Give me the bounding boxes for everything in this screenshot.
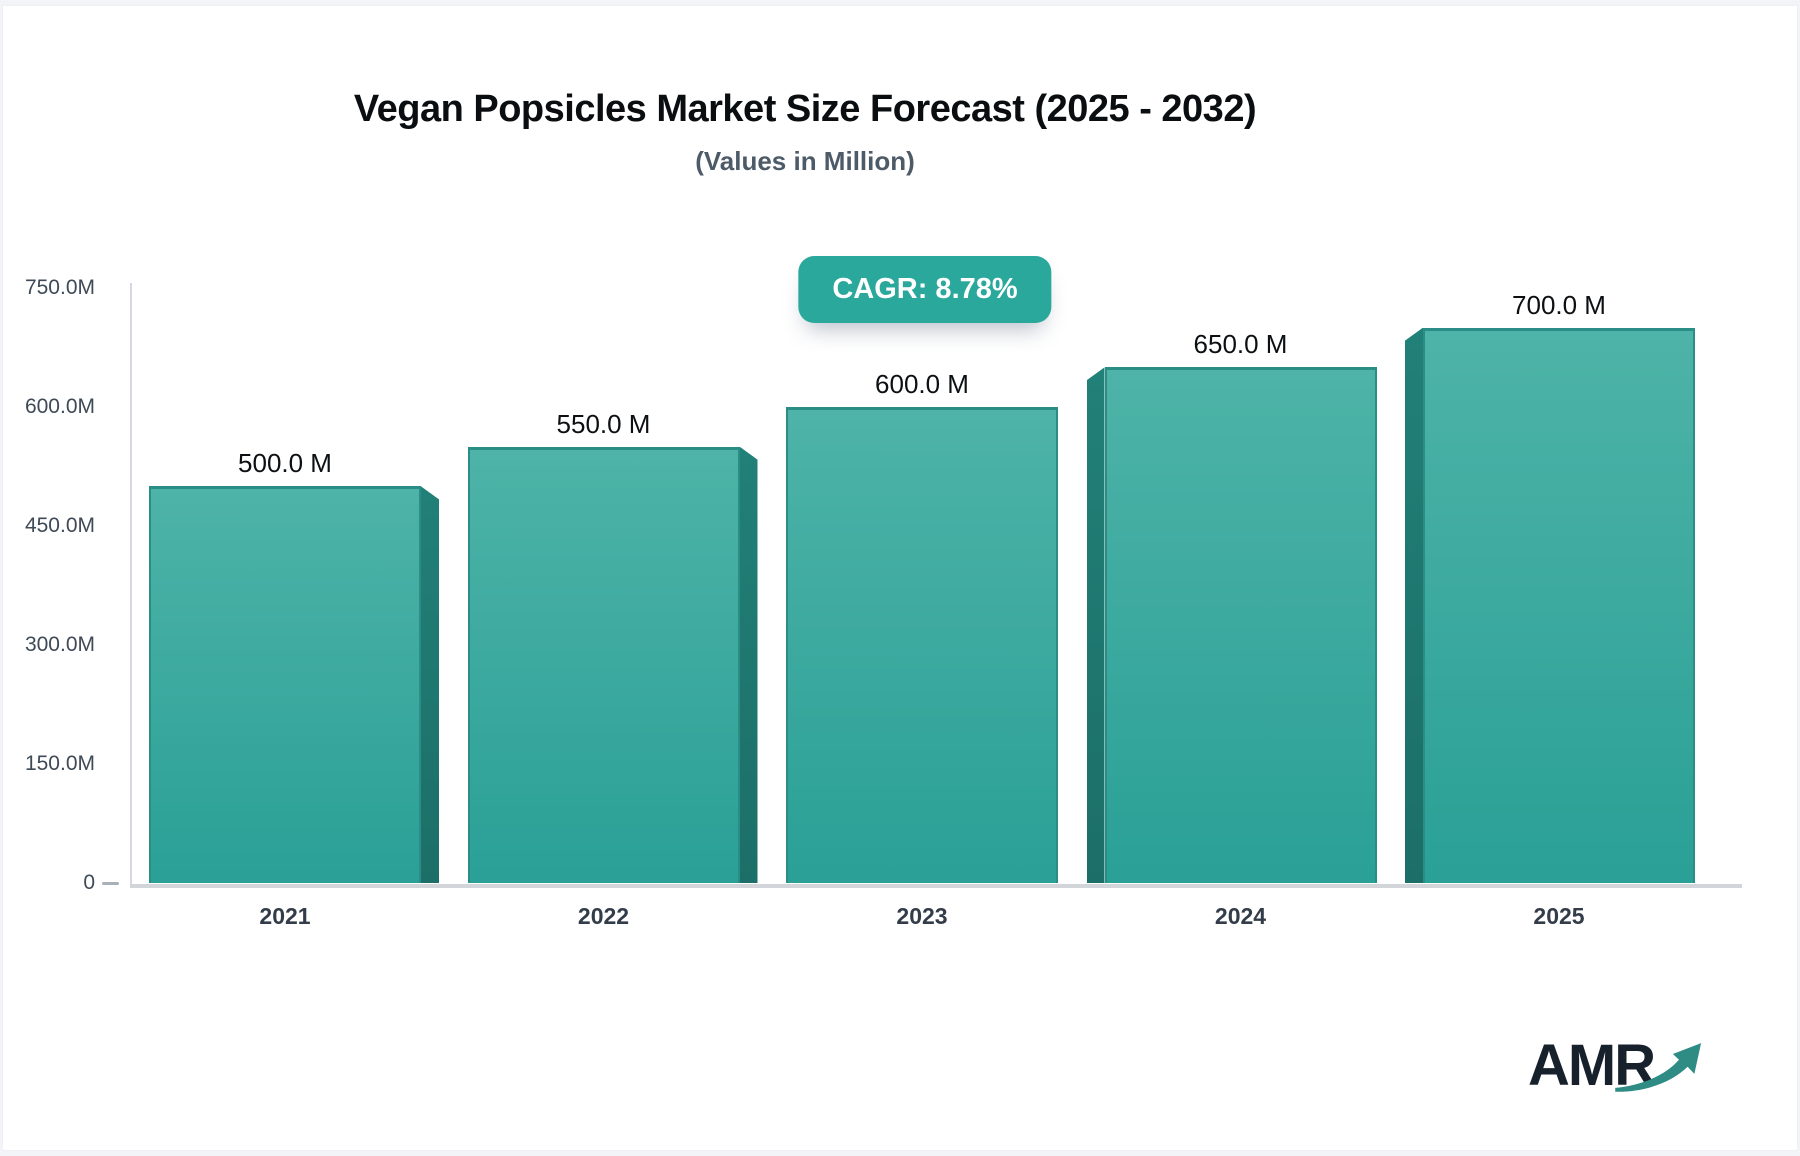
bar-side-face-2021 bbox=[421, 486, 439, 883]
x-tick-label: 2022 bbox=[577, 903, 630, 929]
y-axis-line bbox=[130, 283, 132, 888]
chart-title: Vegan Popsicles Market Size Forecast (20… bbox=[353, 88, 1257, 130]
y-tick-label: 600.0M bbox=[24, 395, 95, 418]
bar-value-label: 550.0 M bbox=[556, 408, 651, 439]
bar-value-label: 700.0 M bbox=[1512, 289, 1606, 320]
bar-2021[interactable] bbox=[149, 486, 421, 883]
y-tick-label: 450.0M bbox=[24, 514, 95, 537]
x-tick-label: 2023 bbox=[896, 903, 948, 929]
x-tick-label: 2024 bbox=[1214, 903, 1267, 929]
chart-subtitle: (Values in Million) bbox=[695, 146, 915, 176]
bar-side-face-2022 bbox=[739, 446, 758, 883]
bar-value-label: 600.0 M bbox=[875, 369, 969, 399]
amr-logo: AMR bbox=[1528, 1032, 1778, 1127]
cagr-badge: CAGR: 8.78% bbox=[798, 256, 1052, 323]
x-axis-line bbox=[130, 884, 1742, 888]
x-tick-label: 2021 bbox=[259, 903, 311, 929]
x-tick-label: 2025 bbox=[1533, 903, 1585, 929]
y-tick-label: 0 bbox=[83, 871, 95, 894]
bar-value-label: 500.0 M bbox=[238, 448, 332, 479]
bar-2024[interactable] bbox=[1104, 367, 1377, 883]
y-tick-label: 750.0M bbox=[24, 276, 95, 299]
growth-arrow-icon bbox=[1615, 1043, 1702, 1092]
y-tick-label: 300.0M bbox=[24, 633, 95, 656]
y-tick-label: 150.0M bbox=[24, 752, 95, 775]
bar-2025[interactable] bbox=[1423, 327, 1695, 883]
bar-side-face-2024 bbox=[1086, 367, 1105, 883]
bar-2023[interactable] bbox=[786, 407, 1058, 883]
bar-side-face-2025 bbox=[1405, 327, 1423, 883]
bar-value-label: 650.0 M bbox=[1193, 329, 1288, 360]
bar-2022[interactable] bbox=[467, 446, 740, 883]
zero-tick-mark bbox=[102, 882, 119, 885]
